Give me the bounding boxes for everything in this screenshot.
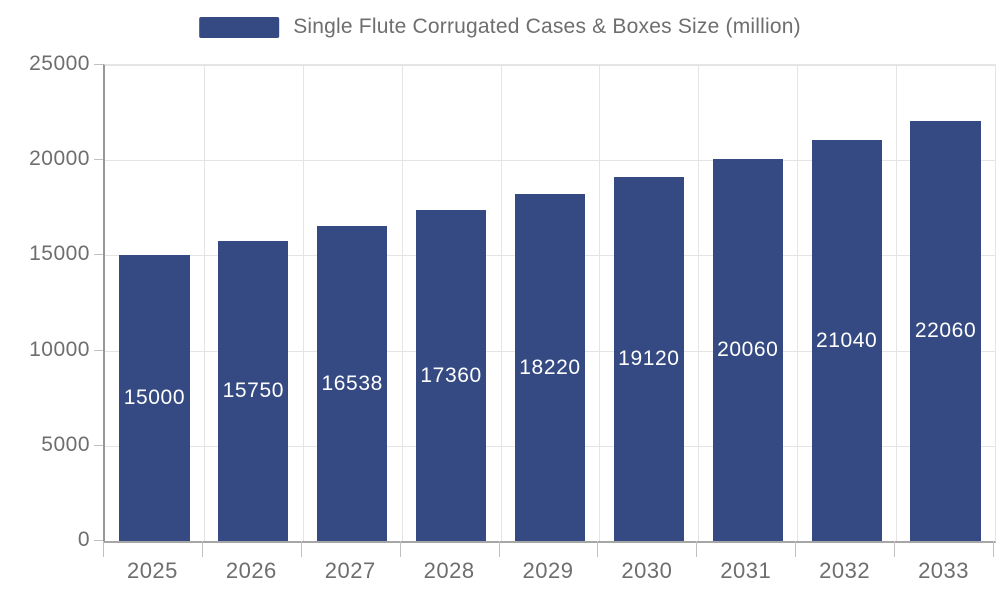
bar-value-label: 18220 bbox=[519, 355, 581, 379]
x-axis-tick-label: 2030 bbox=[621, 558, 673, 583]
bar-value-label: 17360 bbox=[420, 363, 482, 387]
y-axis-tick-mark bbox=[94, 540, 103, 541]
x-axis-tick-mark bbox=[498, 541, 500, 557]
y-axis-tick-label: 20000 bbox=[29, 147, 90, 171]
bar-2033[interactable]: 22060 bbox=[910, 120, 981, 541]
bar-value-label: 15000 bbox=[123, 386, 186, 410]
bar-2028[interactable]: 17360 bbox=[416, 210, 487, 541]
y-axis-tick-label: 0 bbox=[77, 528, 90, 551]
x-axis-tick-mark bbox=[795, 541, 797, 557]
y-axis-tick-label: 10000 bbox=[29, 337, 90, 361]
bar-2029[interactable]: 18220 bbox=[514, 194, 586, 541]
y-axis-tick-mark bbox=[94, 254, 103, 256]
bar-2032[interactable]: 21040 bbox=[811, 140, 882, 541]
x-axis-tick-label: 2028 bbox=[423, 558, 475, 583]
x-axis-tick-mark bbox=[993, 541, 994, 557]
y-axis-tick-mark bbox=[94, 349, 103, 351]
x-axis-tick-label: 2025 bbox=[126, 558, 178, 583]
gridline-horizontal bbox=[105, 65, 995, 66]
plot-area: 15000 15750 16538 17360 18220 19120 20060 21040… bbox=[103, 64, 996, 543]
legend[interactable]: Single Flute Corrugated Cases & Boxes Si… bbox=[199, 15, 801, 39]
bar-2027[interactable]: 16538 bbox=[317, 226, 388, 541]
gridline-vertical bbox=[500, 65, 502, 541]
bar-2031[interactable]: 20060 bbox=[712, 159, 783, 541]
legend-label: Single Flute Corrugated Cases & Boxes Si… bbox=[293, 15, 801, 38]
bar-value-label: 20060 bbox=[717, 338, 779, 362]
y-axis-tick-mark bbox=[94, 444, 103, 446]
gridline-horizontal bbox=[105, 160, 995, 162]
bar-value-label: 16538 bbox=[321, 371, 383, 395]
bar-value-label: 21040 bbox=[815, 328, 878, 352]
x-axis-tick-mark bbox=[696, 541, 698, 557]
bar-2026[interactable]: 15750 bbox=[218, 241, 289, 541]
x-axis-tick-mark bbox=[300, 541, 302, 557]
gridline-vertical bbox=[302, 65, 304, 541]
y-axis-tick-mark bbox=[94, 159, 103, 161]
bar-value-label: 22060 bbox=[914, 318, 977, 342]
y-axis-tick-label: 5000 bbox=[41, 432, 90, 456]
x-axis-tick-mark bbox=[597, 541, 599, 557]
bar-2030[interactable]: 19120 bbox=[613, 176, 684, 541]
bar-value-label: 19120 bbox=[618, 346, 680, 370]
gridline-vertical bbox=[896, 65, 898, 541]
legend-swatch-icon bbox=[199, 16, 280, 38]
gridline-vertical bbox=[599, 65, 601, 541]
x-axis-tick-mark bbox=[894, 541, 896, 557]
y-axis-tick-mark bbox=[94, 64, 103, 65]
x-axis-tick-label: 2032 bbox=[819, 558, 871, 583]
x-axis-tick-label: 2031 bbox=[720, 558, 772, 583]
x-axis-tick-mark bbox=[103, 541, 104, 557]
x-axis-tick-label: 2033 bbox=[918, 558, 970, 583]
x-axis-tick-label: 2029 bbox=[522, 558, 574, 583]
y-axis-tick-label: 25000 bbox=[29, 52, 90, 75]
gridline-vertical bbox=[797, 65, 799, 541]
gridline-vertical bbox=[203, 65, 205, 541]
gridline-vertical bbox=[698, 65, 700, 541]
x-axis-tick-label: 2026 bbox=[225, 558, 277, 583]
bar-2025[interactable]: 15000 bbox=[119, 255, 190, 541]
x-axis-tick-mark bbox=[201, 541, 203, 557]
x-axis-tick-mark bbox=[399, 541, 401, 557]
bar-value-label: 15750 bbox=[222, 379, 285, 403]
x-axis-tick-label: 2027 bbox=[324, 558, 376, 583]
y-axis-tick-label: 15000 bbox=[29, 242, 90, 266]
gridline-vertical bbox=[401, 65, 403, 541]
